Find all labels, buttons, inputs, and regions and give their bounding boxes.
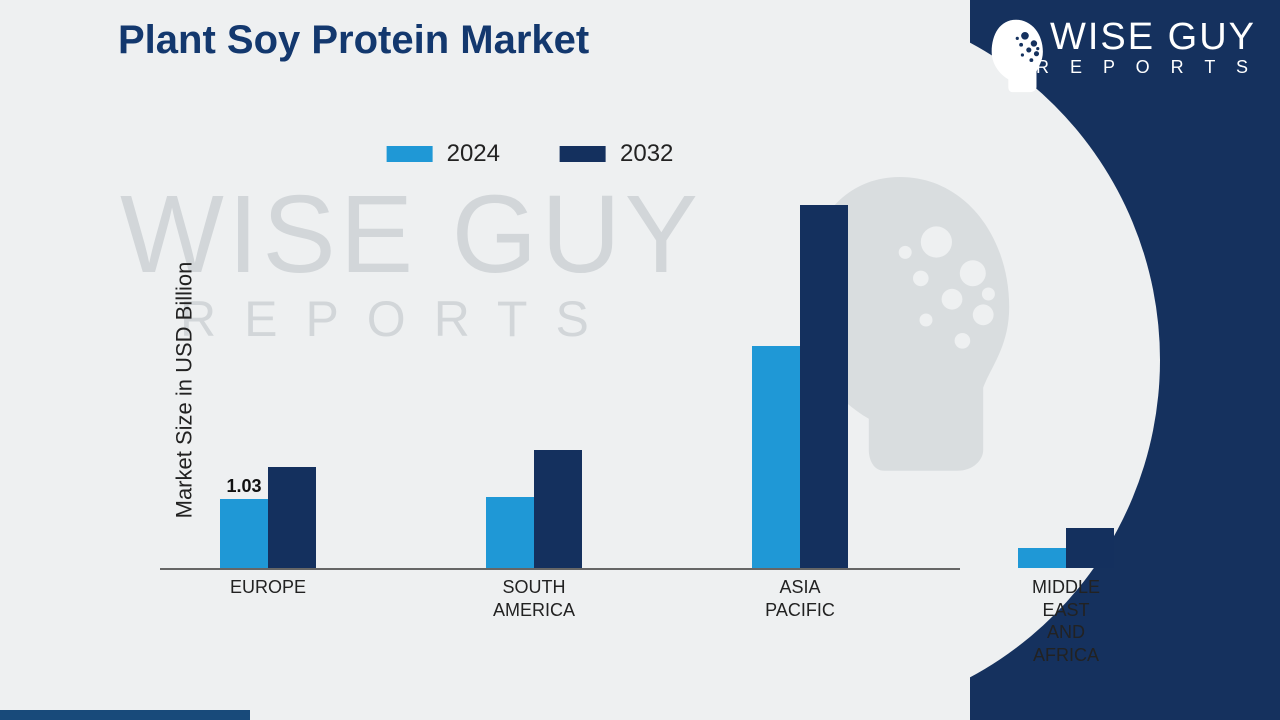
x-axis-label: ASIA PACIFIC [765,576,835,621]
bar [1066,528,1114,568]
chart-title: Plant Soy Protein Market [118,18,589,63]
bar [752,346,800,568]
brand-line1: WISE GUY [1036,18,1256,56]
legend-swatch-2032 [560,146,606,162]
bar [486,497,534,568]
bar-group: MIDDLE EAST AND AFRICA [1018,528,1114,568]
grouped-bar-chart: Market Size in USD Billion 2024 2032 1.0… [100,140,960,640]
bar [1018,548,1066,568]
bar-group: EUROPE [220,467,316,568]
x-axis-label: EUROPE [230,576,306,599]
chart-legend: 2024 2032 [387,140,674,168]
bar-group: SOUTH AMERICA [486,450,582,568]
bottom-accent-bar [0,710,250,720]
bar [220,499,268,568]
legend-item-2024: 2024 [387,140,500,168]
bar-group: ASIA PACIFIC [752,205,848,568]
chart-canvas: WISE GUY REPORTS Plant Soy Protein Marke… [0,0,1280,720]
bar [534,450,582,568]
bar [268,467,316,568]
legend-label-2024: 2024 [447,140,500,168]
bar [800,205,848,568]
legend-label-2032: 2032 [620,140,673,168]
legend-swatch-2024 [387,146,433,162]
x-axis-label: MIDDLE EAST AND AFRICA [1032,576,1100,666]
x-axis-label: SOUTH AMERICA [493,576,575,621]
brand-line2: R E P O R T S [1036,58,1256,76]
brand-logo: WISE GUY R E P O R T S [1036,18,1256,76]
legend-item-2032: 2032 [560,140,673,168]
plot-area: 1.03EUROPESOUTH AMERICAASIA PACIFICMIDDL… [160,200,960,570]
